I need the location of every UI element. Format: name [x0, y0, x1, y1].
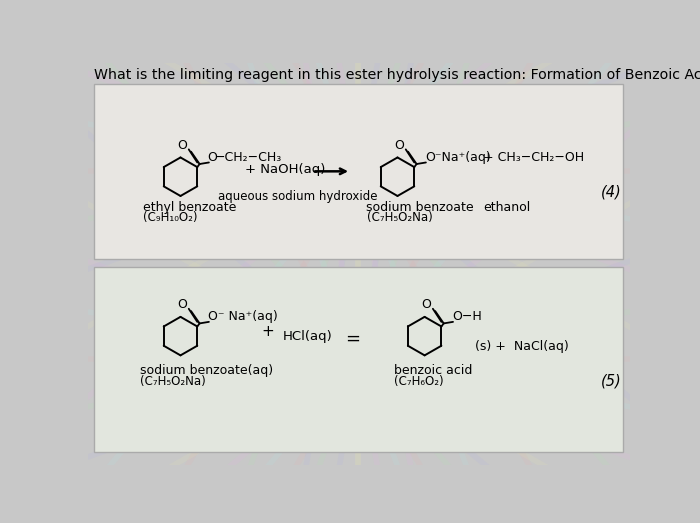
Text: (C₇H₆O₂): (C₇H₆O₂)	[393, 374, 443, 388]
Text: O: O	[207, 151, 217, 164]
Text: +: +	[261, 324, 274, 339]
Text: (s) +  NaCl(aq): (s) + NaCl(aq)	[475, 339, 568, 353]
Text: + CH₃−CH₂−OH: + CH₃−CH₂−OH	[483, 151, 584, 164]
Text: HCl(aq): HCl(aq)	[283, 331, 332, 344]
Text: What is the limiting reagent in this ester hydrolysis reaction: Formation of Ben: What is the limiting reagent in this est…	[94, 68, 700, 82]
Text: ethyl benzoate: ethyl benzoate	[144, 201, 237, 214]
Text: aqueous sodium hydroxide: aqueous sodium hydroxide	[218, 190, 377, 203]
Text: O⁻ Na⁺(aq): O⁻ Na⁺(aq)	[208, 311, 278, 323]
Text: (C₇H₅O₂Na): (C₇H₅O₂Na)	[140, 374, 206, 388]
Text: sodium benzoate: sodium benzoate	[367, 201, 474, 214]
Text: O: O	[395, 139, 405, 152]
Text: ethanol: ethanol	[483, 201, 530, 214]
Text: O⁻Na⁺(aq): O⁻Na⁺(aq)	[425, 151, 491, 164]
Text: (4): (4)	[601, 185, 622, 200]
Text: −CH₂−CH₃: −CH₂−CH₃	[214, 151, 281, 164]
Text: sodium benzoate(aq): sodium benzoate(aq)	[140, 364, 273, 377]
Text: =: =	[345, 329, 360, 347]
Text: + NaOH(aq): + NaOH(aq)	[245, 163, 326, 176]
Bar	[94, 267, 623, 451]
Text: (C₇H₅O₂Na): (C₇H₅O₂Na)	[367, 211, 433, 224]
Text: O−H: O−H	[452, 311, 482, 323]
Text: benzoic acid: benzoic acid	[393, 364, 472, 377]
Text: O: O	[421, 298, 432, 311]
Bar	[94, 84, 623, 259]
Text: O: O	[178, 139, 188, 152]
Text: O: O	[178, 298, 188, 311]
Text: (5): (5)	[601, 373, 622, 388]
Text: (C₉H₁₀O₂): (C₉H₁₀O₂)	[144, 211, 198, 224]
